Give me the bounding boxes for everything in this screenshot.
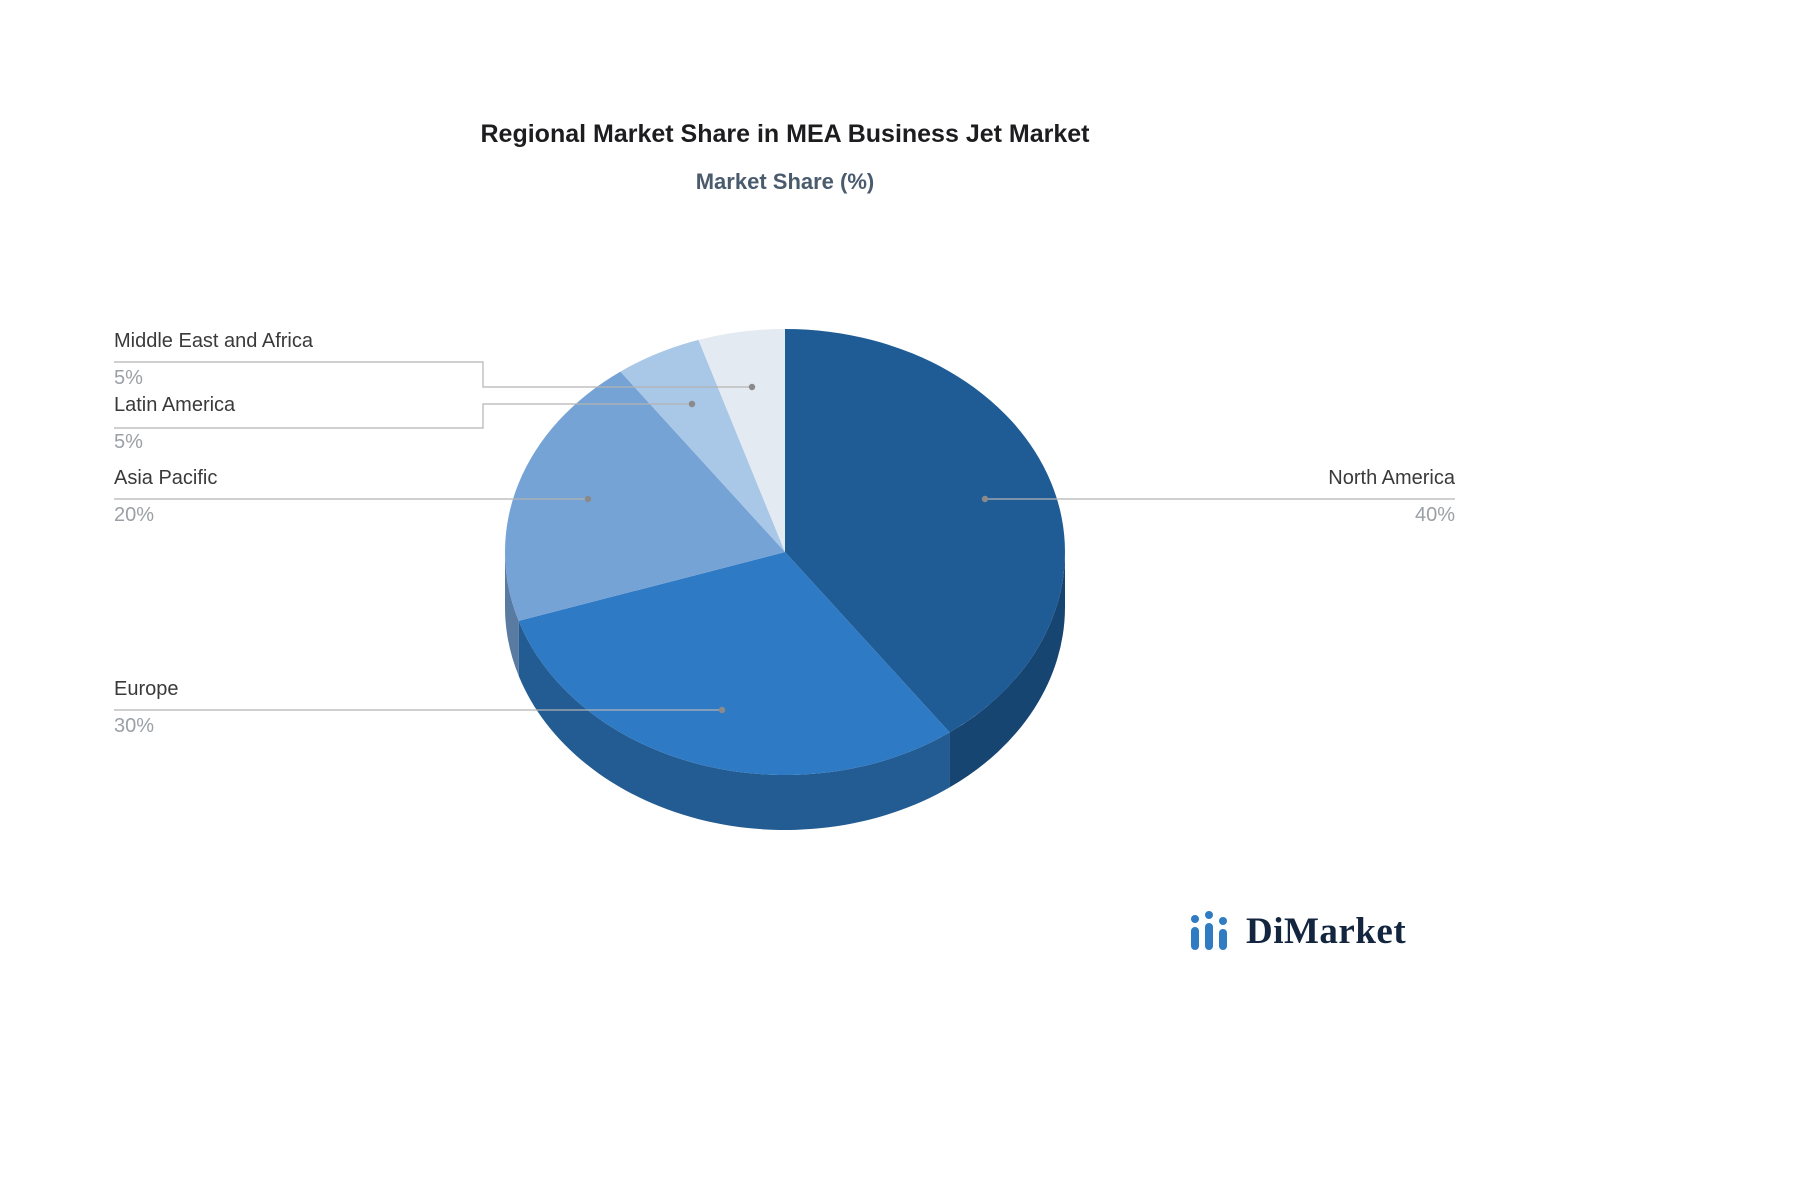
brand-logo: DiMarket — [1188, 908, 1406, 954]
slice-label: North America — [1328, 467, 1455, 489]
leader-line — [114, 361, 752, 388]
pie-slice — [620, 339, 785, 552]
pie-slice — [518, 552, 950, 776]
slice-value: 20% — [114, 504, 155, 526]
slice-dot — [981, 495, 989, 503]
brand-name: DiMarket — [1246, 910, 1407, 952]
slice-dot — [688, 400, 696, 408]
pie-slice — [698, 329, 785, 552]
pie-slice-side — [505, 552, 519, 676]
bar-chart-icon — [1191, 911, 1227, 950]
chart-title: Regional Market Share in MEA Business Je… — [480, 120, 1090, 148]
pie-slice-side — [949, 552, 1065, 788]
slice-label: Asia Pacific — [114, 467, 218, 489]
slice-dot — [718, 706, 726, 714]
pie-slice-side — [518, 620, 950, 830]
slice-value: 30% — [114, 715, 155, 737]
slice-label: Latin America — [114, 394, 236, 416]
leader-line — [114, 403, 692, 429]
chart-subtitle: Market Share (%) — [695, 169, 875, 194]
pie-slice — [785, 329, 1065, 733]
slice-label: Middle East and Africa — [114, 330, 313, 352]
slice-dot — [748, 383, 756, 391]
slice-value: 40% — [1414, 504, 1455, 526]
slice-dot — [584, 495, 592, 503]
slice-value: 5% — [114, 367, 143, 389]
pie-slice — [505, 371, 785, 621]
slice-value: 5% — [114, 431, 143, 453]
slice-label: Europe — [114, 678, 179, 700]
